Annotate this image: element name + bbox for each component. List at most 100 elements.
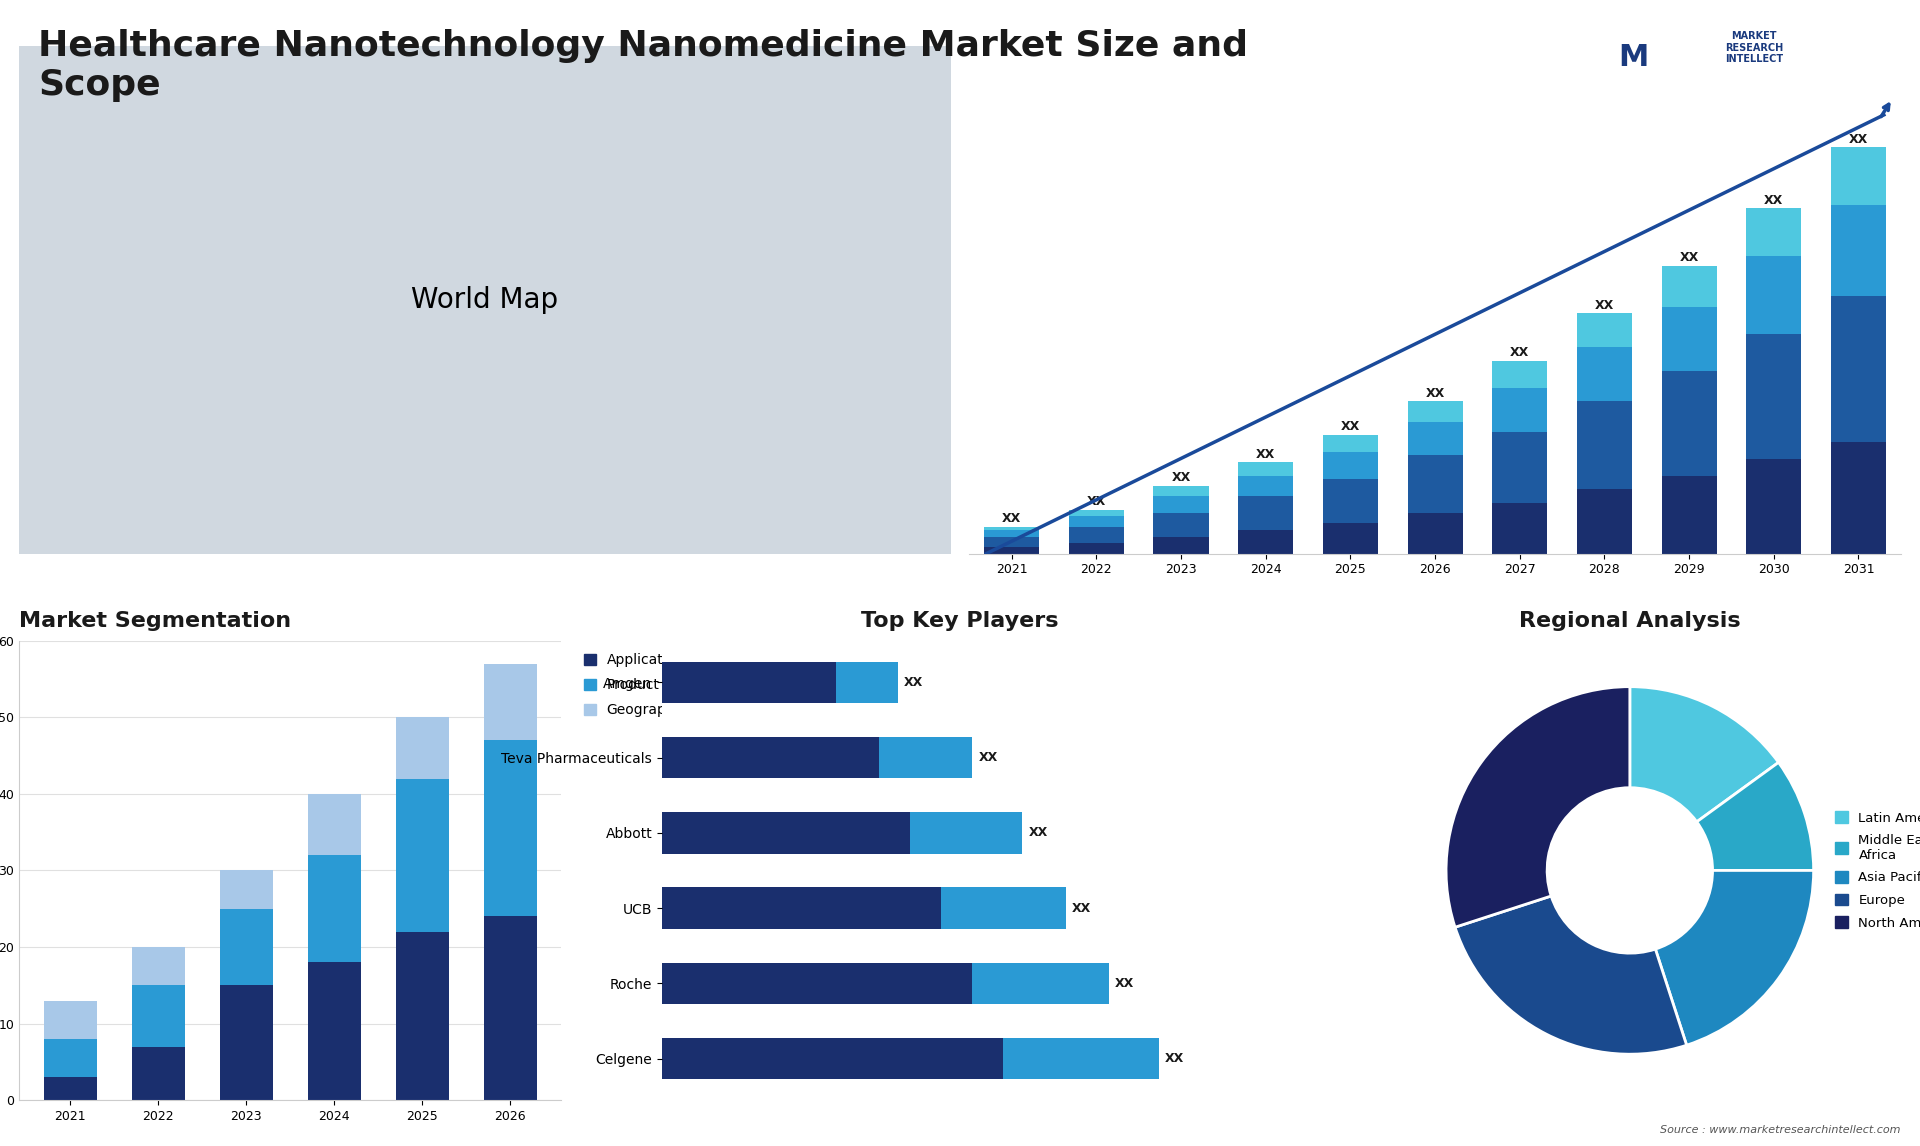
Bar [985,529,1039,536]
Text: XX: XX [1511,346,1530,359]
Bar [1576,313,1632,347]
Bar [44,1000,96,1039]
Wedge shape [1697,762,1814,871]
Bar [1832,148,1885,205]
Bar [1747,333,1801,458]
Bar [1407,422,1463,455]
Bar [1069,543,1123,554]
Bar [1004,1038,1158,1080]
Text: XX: XX [979,751,998,764]
Bar [1238,529,1294,554]
Bar [662,737,879,778]
Text: XX: XX [1680,251,1699,265]
Bar [1323,524,1379,554]
Bar [1238,462,1294,476]
Text: XX: XX [1087,495,1106,508]
Text: XX: XX [1165,1052,1185,1065]
Text: MARKET
RESEARCH
INTELLECT: MARKET RESEARCH INTELLECT [1724,31,1784,64]
Bar [662,813,910,854]
Text: World Map: World Map [411,285,559,314]
Bar [396,778,449,932]
Bar [985,526,1039,529]
Bar [1661,306,1716,371]
Bar [1238,496,1294,529]
Bar [1661,266,1716,306]
Bar [132,986,184,1046]
Bar [662,963,972,1004]
Bar [1238,476,1294,496]
Text: XX: XX [1116,976,1135,990]
Bar [1492,361,1548,387]
Bar [1154,496,1208,513]
Text: M: M [1619,44,1649,72]
Text: XX: XX [1029,826,1048,839]
Wedge shape [1455,896,1686,1054]
Bar [1661,476,1716,554]
Bar [132,1046,184,1100]
Bar [1154,513,1208,536]
Bar [1407,513,1463,554]
Text: XX: XX [1849,133,1868,146]
Bar [910,813,1021,854]
Bar [396,932,449,1100]
Legend: Application, Product, Geography: Application, Product, Geography [580,647,689,723]
Title: Top Key Players: Top Key Players [862,611,1058,630]
Wedge shape [1446,686,1630,927]
Bar [1323,452,1379,479]
Wedge shape [1655,871,1814,1045]
Text: XX: XX [1340,421,1359,433]
Bar [44,1039,96,1077]
Text: XX: XX [1764,194,1784,206]
Text: Healthcare Nanotechnology Nanomedicine Market Size and
Scope: Healthcare Nanotechnology Nanomedicine M… [38,29,1248,102]
Wedge shape [1630,686,1778,822]
Bar [1492,432,1548,503]
Bar [484,740,536,917]
Bar [972,963,1110,1004]
Bar [1323,479,1379,524]
Bar [662,887,941,928]
Bar [1069,517,1123,526]
Bar [985,536,1039,547]
Text: XX: XX [1002,512,1021,525]
Text: XX: XX [1071,902,1091,915]
Bar [44,1077,96,1100]
Bar [396,717,449,778]
Text: Market Segmentation: Market Segmentation [19,611,292,630]
Bar [484,917,536,1100]
Bar [307,855,361,963]
Bar [985,547,1039,554]
Bar [1576,489,1632,554]
Bar [1492,387,1548,432]
Bar [1576,347,1632,401]
Bar [1069,510,1123,517]
Bar [835,661,899,702]
Bar [484,664,536,740]
Text: XX: XX [904,676,924,689]
Text: XX: XX [1425,386,1444,400]
Text: XX: XX [1256,448,1275,461]
Bar [219,909,273,986]
Bar [1154,486,1208,496]
Title: Regional Analysis: Regional Analysis [1519,611,1741,630]
Bar [1154,536,1208,554]
Bar [1069,526,1123,543]
Bar [1407,401,1463,422]
Bar [132,947,184,986]
Bar [879,737,972,778]
Bar [1661,371,1716,476]
Bar [662,661,835,702]
Bar [1832,442,1885,554]
Bar [1832,205,1885,297]
Bar [219,871,273,909]
Bar [1747,209,1801,256]
Bar [1747,458,1801,554]
Bar [1407,455,1463,513]
Text: XX: XX [1171,471,1190,485]
Bar [307,963,361,1100]
Bar [662,1038,1004,1080]
Bar [1323,435,1379,452]
Legend: Latin America, Middle East &
Africa, Asia Pacific, Europe, North America: Latin America, Middle East & Africa, Asi… [1830,806,1920,935]
Text: Source : www.marketresearchintellect.com: Source : www.marketresearchintellect.com [1661,1124,1901,1135]
Bar [219,986,273,1100]
Bar [307,794,361,855]
